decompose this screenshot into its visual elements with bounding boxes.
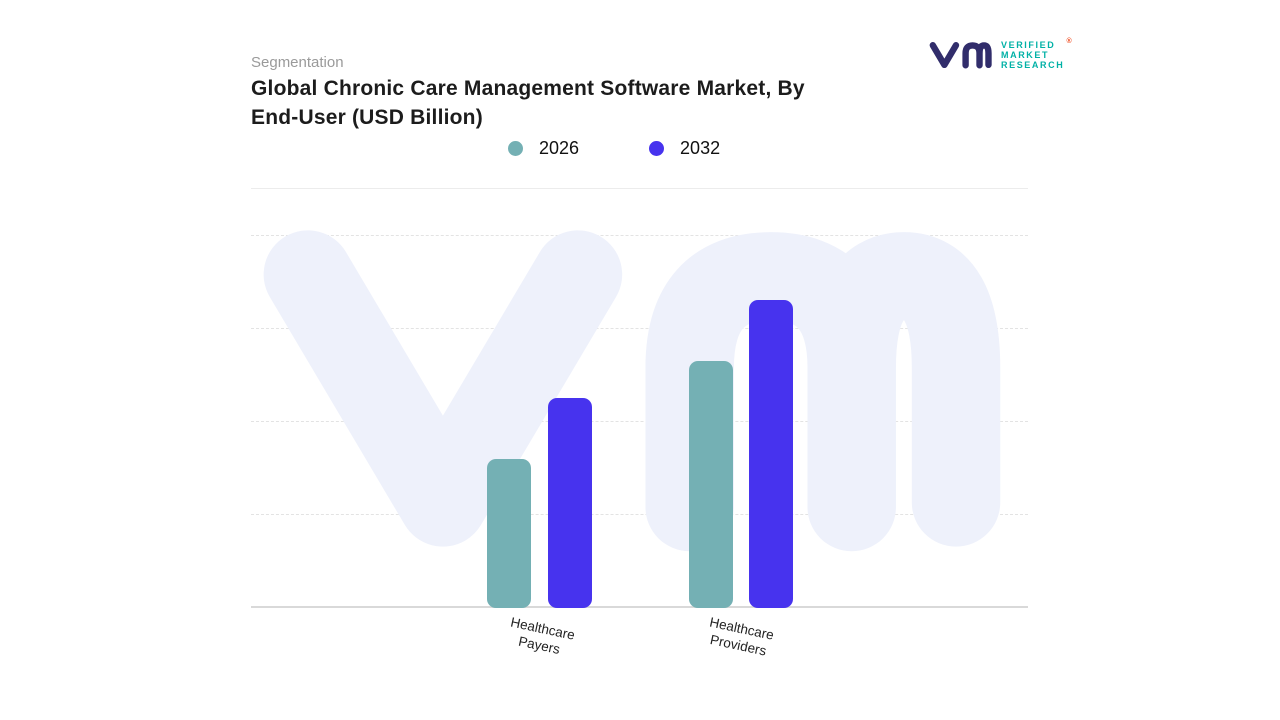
vmr-logo-word-research: RESEARCH bbox=[1001, 60, 1065, 70]
watermark-vm-path bbox=[263, 230, 1001, 552]
gridline bbox=[251, 328, 1028, 329]
x-axis-label: Healthcare Payers bbox=[509, 614, 577, 658]
chart-title-line-1: Global Chronic Care Management Software … bbox=[251, 77, 805, 100]
bar-healthcare-providers-2032[interactable] bbox=[749, 300, 793, 608]
vmr-logo-glyph-path bbox=[929, 42, 992, 69]
chart-title: Global Chronic Care Management Software … bbox=[251, 74, 805, 132]
x-axis-line bbox=[251, 606, 1028, 608]
watermark-vm bbox=[263, 230, 1001, 552]
legend-item[interactable]: 2032 bbox=[649, 138, 720, 159]
registered-trademark-icon: ® bbox=[1066, 38, 1074, 45]
vmr-logo-word-verified: VERIFIED bbox=[1001, 40, 1056, 50]
legend-dot-icon bbox=[508, 141, 523, 156]
gridline bbox=[251, 421, 1028, 422]
legend-label: 2026 bbox=[539, 138, 580, 158]
legend-label: 2032 bbox=[680, 138, 721, 158]
legend-dot-icon bbox=[649, 141, 665, 156]
vmr-logo: VERIFIED MARKET RESEARCH ® bbox=[928, 38, 1074, 70]
chart-legend: 2026 2032 bbox=[508, 138, 720, 159]
legend-item[interactable]: 2026 bbox=[508, 138, 579, 159]
x-axis-label: Healthcare Providers bbox=[708, 614, 776, 659]
segmentation-label: Segmentation bbox=[251, 54, 344, 71]
header-divider bbox=[251, 188, 1028, 189]
gridline bbox=[251, 514, 1028, 515]
chart-title-line-2: End-User (USD Billion) bbox=[251, 106, 483, 129]
vmr-logo-wordmark: VERIFIED MARKET RESEARCH ® bbox=[1001, 38, 1074, 70]
bar-healthcare-providers-2026[interactable] bbox=[689, 361, 733, 608]
vmr-logo-word-market: MARKET bbox=[1001, 50, 1050, 60]
vmr-logo-glyph bbox=[929, 42, 992, 69]
bar-healthcare-payers-2026[interactable] bbox=[487, 459, 531, 608]
gridline bbox=[251, 235, 1028, 236]
bar-healthcare-payers-2032[interactable] bbox=[548, 398, 592, 608]
